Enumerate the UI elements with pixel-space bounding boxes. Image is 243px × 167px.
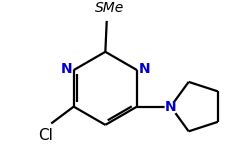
Text: N: N: [138, 62, 150, 76]
Text: SMe: SMe: [95, 1, 124, 15]
Text: Cl: Cl: [38, 128, 53, 143]
Text: N: N: [61, 62, 72, 76]
Text: N: N: [165, 100, 176, 114]
